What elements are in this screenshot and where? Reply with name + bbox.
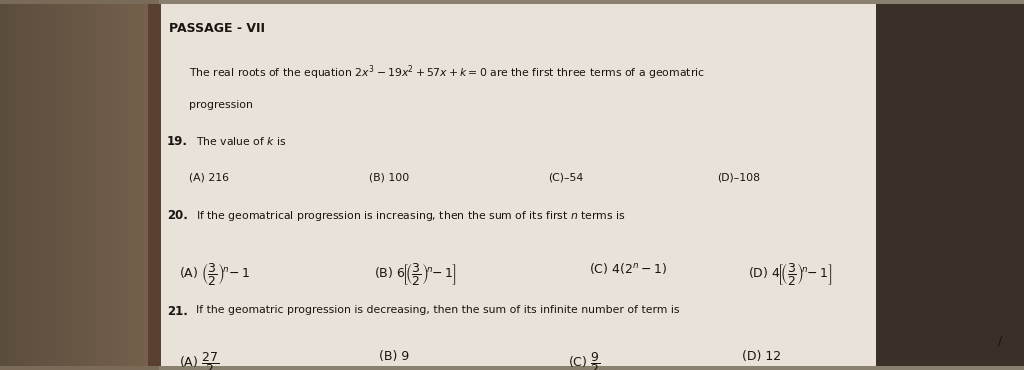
FancyBboxPatch shape: [103, 4, 111, 366]
Text: (D) $4\!\left[\!\left(\dfrac{3}{2}\right)^{\!n}\!\!-1\right]$: (D) $4\!\left[\!\left(\dfrac{3}{2}\right…: [748, 261, 831, 287]
Text: (A) $\left(\dfrac{3}{2}\right)^{\!n}\!-1$: (A) $\left(\dfrac{3}{2}\right)^{\!n}\!-1…: [179, 261, 251, 287]
Text: progression: progression: [189, 100, 253, 110]
FancyBboxPatch shape: [127, 4, 135, 366]
Text: (B) 9: (B) 9: [379, 350, 410, 363]
Text: (B) $6\!\left[\!\left(\dfrac{3}{2}\right)^{\!n}\!\!-1\right]$: (B) $6\!\left[\!\left(\dfrac{3}{2}\right…: [374, 261, 457, 287]
FancyBboxPatch shape: [16, 4, 24, 366]
Text: (A) $\dfrac{27}{2}$: (A) $\dfrac{27}{2}$: [179, 350, 219, 370]
Text: The value of $k$ is: The value of $k$ is: [196, 135, 287, 147]
Text: If the geomatrical progression is increasing, then the sum of its first $n$ term: If the geomatrical progression is increa…: [196, 209, 626, 223]
FancyBboxPatch shape: [24, 4, 32, 366]
FancyBboxPatch shape: [63, 4, 72, 366]
Text: (D) 12: (D) 12: [742, 350, 781, 363]
FancyBboxPatch shape: [876, 4, 1024, 366]
Text: PASSAGE - VII: PASSAGE - VII: [169, 22, 265, 35]
FancyBboxPatch shape: [151, 4, 159, 366]
FancyBboxPatch shape: [111, 4, 119, 366]
Text: (B) 100: (B) 100: [369, 172, 409, 182]
Text: The real roots of the equation $2x^3-19x^2+57x+k=0$ are the first three terms of: The real roots of the equation $2x^3-19x…: [189, 63, 706, 81]
Text: /: /: [998, 335, 1002, 348]
FancyBboxPatch shape: [0, 4, 8, 366]
Text: (C)–54: (C)–54: [548, 172, 583, 182]
FancyBboxPatch shape: [55, 4, 63, 366]
Text: (C) $\dfrac{9}{2}$: (C) $\dfrac{9}{2}$: [568, 350, 601, 370]
FancyBboxPatch shape: [95, 4, 103, 366]
FancyBboxPatch shape: [148, 4, 161, 366]
FancyBboxPatch shape: [80, 4, 87, 366]
FancyBboxPatch shape: [143, 4, 151, 366]
Text: (D)–108: (D)–108: [717, 172, 760, 182]
Text: 19.: 19.: [167, 135, 188, 148]
FancyBboxPatch shape: [47, 4, 55, 366]
FancyBboxPatch shape: [32, 4, 40, 366]
Text: 21.: 21.: [167, 305, 187, 318]
Text: If the geomatric progression is decreasing, then the sum of its infinite number : If the geomatric progression is decreasi…: [196, 305, 679, 315]
Text: (C) $4(2^n-1)$: (C) $4(2^n-1)$: [589, 261, 668, 276]
Text: 20.: 20.: [167, 209, 187, 222]
FancyBboxPatch shape: [8, 4, 16, 366]
FancyBboxPatch shape: [119, 4, 127, 366]
Text: (A) 216: (A) 216: [189, 172, 229, 182]
FancyBboxPatch shape: [40, 4, 47, 366]
FancyBboxPatch shape: [135, 4, 143, 366]
FancyBboxPatch shape: [72, 4, 80, 366]
Polygon shape: [0, 0, 159, 370]
FancyBboxPatch shape: [159, 4, 876, 366]
FancyBboxPatch shape: [87, 4, 95, 366]
